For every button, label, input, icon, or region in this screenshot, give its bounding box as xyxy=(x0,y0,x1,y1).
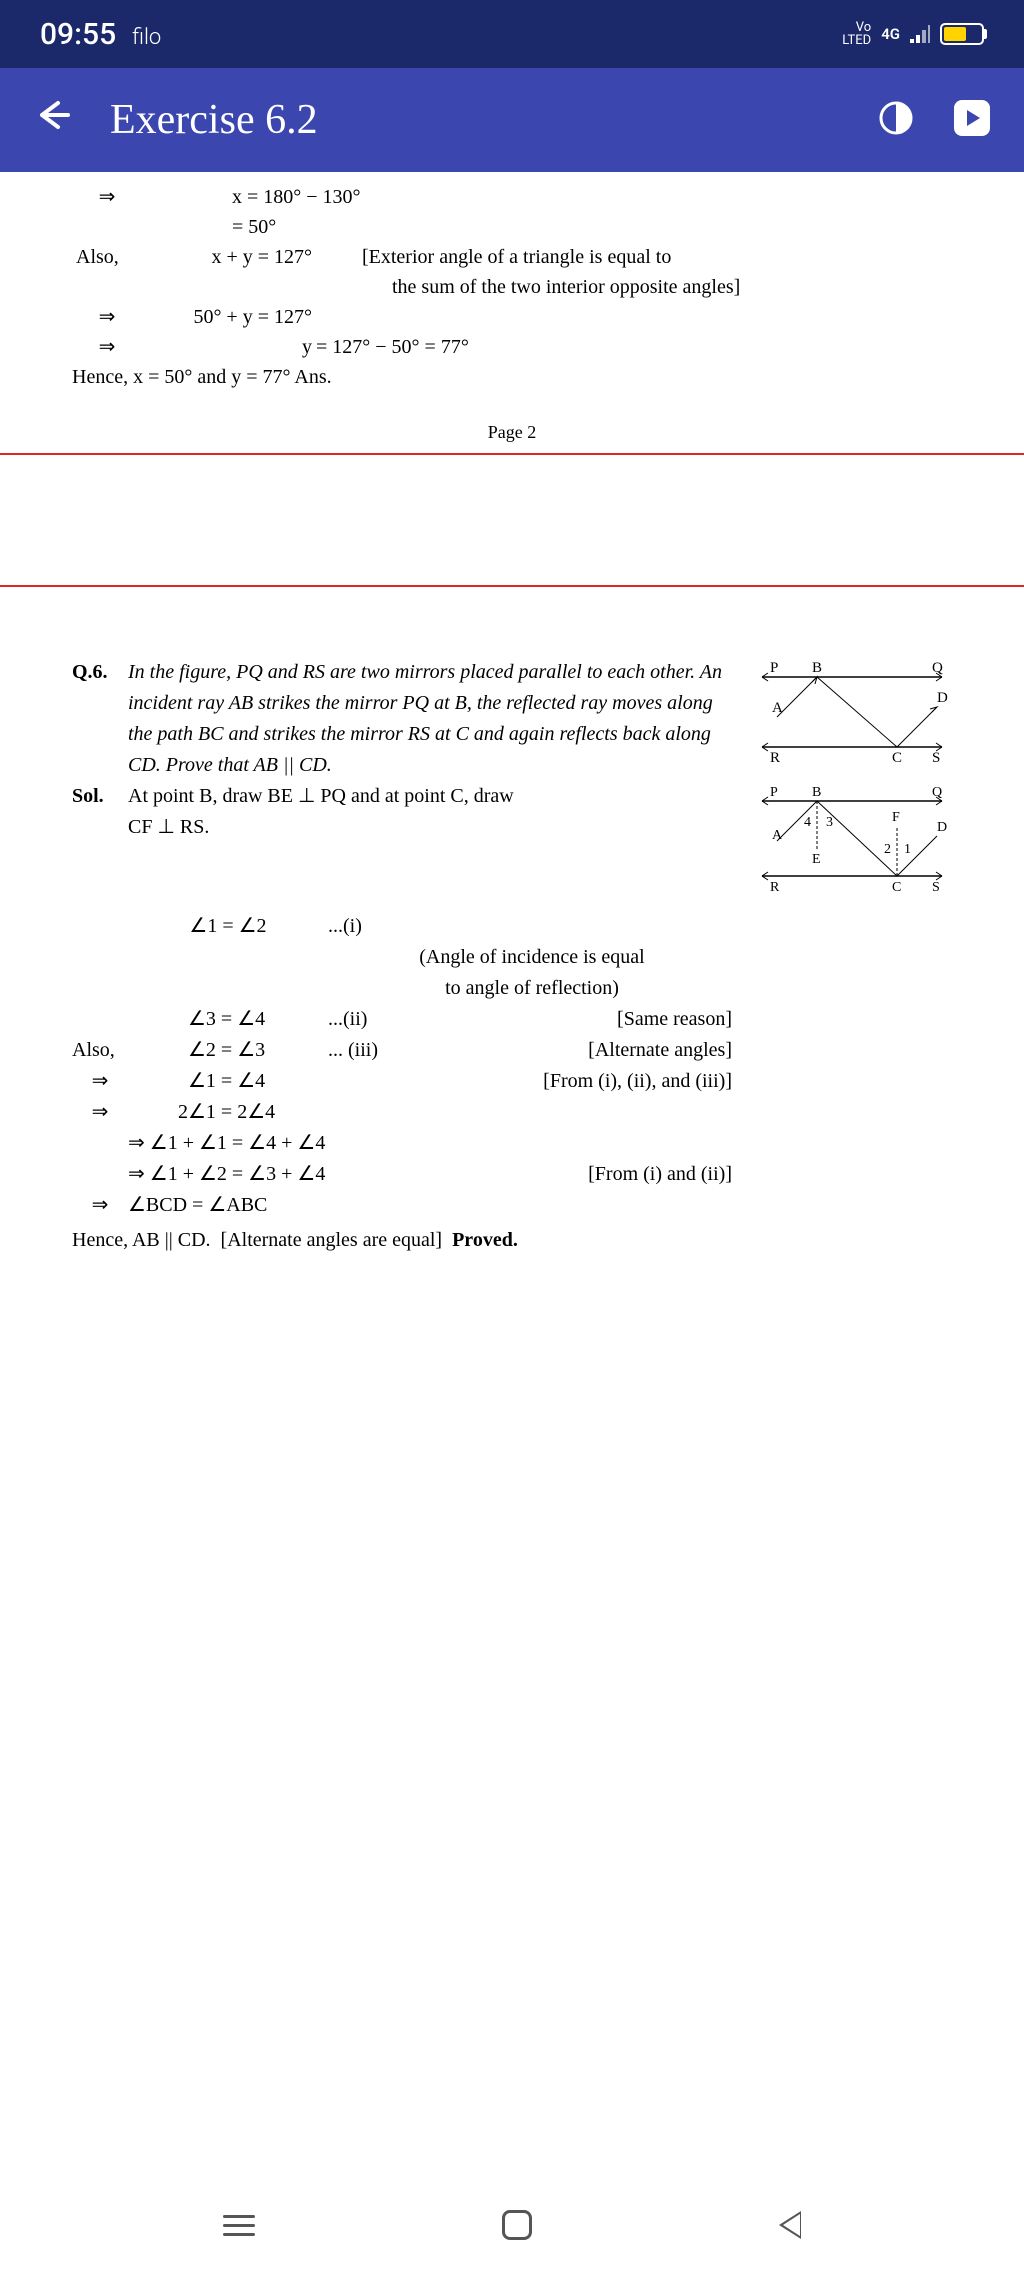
svg-text:A: A xyxy=(772,700,783,716)
figure-2: P B Q R C S A D E F 43 21 xyxy=(732,781,952,911)
svg-text:R: R xyxy=(770,750,780,766)
content-area: ⇒ x = 180° − 130° = 50° Also, x + y = 12… xyxy=(0,172,1024,1256)
signal-label: 4G xyxy=(881,25,900,43)
eq-angle-7: ⇒ ∠1 + ∠2 = ∠3 + ∠4 xyxy=(128,1159,448,1190)
svg-text:D: D xyxy=(937,820,947,835)
status-icons: Vo LTED 4G xyxy=(842,21,984,47)
incidence-note-1: (Angle of incidence is equal xyxy=(72,942,952,973)
app-header: Exercise 6.2 xyxy=(0,68,1024,172)
eq-reason-7: [From (i) and (ii)] xyxy=(448,1159,952,1190)
svg-text:3: 3 xyxy=(826,815,833,830)
svg-text:C: C xyxy=(892,750,902,766)
solution-block-top: ⇒ x = 180° − 130° = 50° Also, x + y = 12… xyxy=(0,182,1024,392)
eq-angle-3: ∠2 = ∠3 xyxy=(128,1035,328,1066)
eq-line-3: 50° + y = 127° xyxy=(142,302,312,332)
svg-text:S: S xyxy=(932,750,940,766)
svg-text:D: D xyxy=(937,690,948,706)
eq-ref-3: ... (iii) xyxy=(328,1035,448,1066)
signal-icon xyxy=(910,25,930,43)
battery-icon xyxy=(940,23,984,45)
eq-ref-1: ...(i) xyxy=(328,911,448,942)
eq-angle-6: ⇒ ∠1 + ∠1 = ∠4 + ∠4 xyxy=(128,1128,325,1159)
svg-text:F: F xyxy=(892,810,900,825)
eq-line-4: = 127° − 50° = 77° xyxy=(312,332,469,362)
also-label-2: Also, xyxy=(72,1035,128,1066)
nav-home-button[interactable] xyxy=(502,2210,532,2240)
status-time: 09:55 xyxy=(40,17,116,52)
eq-ref-2: ...(ii) xyxy=(328,1004,448,1035)
sol-line-1: At point B, draw BE ⊥ PQ and at point C,… xyxy=(128,785,514,807)
page-marker: Page 2 xyxy=(0,392,1024,453)
eq-angle-1: ∠1 = ∠2 xyxy=(128,911,328,942)
eq-note-2: the sum of the two interior opposite ang… xyxy=(392,272,740,302)
back-button[interactable] xyxy=(30,94,70,146)
eq-line-2: x + y = 127° xyxy=(142,242,312,272)
svg-text:A: A xyxy=(772,828,783,843)
svg-text:E: E xyxy=(812,852,821,867)
incidence-note-2: to angle of reflection) xyxy=(72,973,952,1004)
theme-toggle-icon[interactable] xyxy=(878,100,914,140)
q6-question-text: In the figure, PQ and RS are two mirrors… xyxy=(128,657,732,781)
eq-reason-4: [From (i), (ii), and (iii)] xyxy=(448,1066,952,1097)
svg-text:R: R xyxy=(770,880,780,895)
figure-1: P B Q R C S A D xyxy=(732,657,952,781)
q6-final: Hence, AB || CD. [Alternate angles are e… xyxy=(72,1225,518,1256)
eq-angle-5: 2∠1 = 2∠4 xyxy=(128,1097,328,1128)
svg-text:4: 4 xyxy=(804,815,811,830)
nav-back-button[interactable] xyxy=(779,2211,801,2239)
also-label: Also, xyxy=(72,242,142,272)
page-title: Exercise 6.2 xyxy=(110,96,838,144)
eq-line-1: x = 180° − 130° = 50° xyxy=(142,182,372,242)
eq-angle-8: ∠BCD = ∠ABC xyxy=(128,1190,267,1221)
svg-text:2: 2 xyxy=(884,842,891,857)
svg-text:P: P xyxy=(770,660,778,676)
eq-reason-3: [Alternate angles] xyxy=(448,1035,952,1066)
question-6-block: Q.6. In the figure, PQ and RS are two mi… xyxy=(0,657,1024,1256)
status-app-label: filo xyxy=(132,25,161,50)
eq-angle-2: ∠3 = ∠4 xyxy=(128,1004,328,1035)
nav-recent-button[interactable] xyxy=(223,2215,255,2236)
svg-text:Q: Q xyxy=(932,785,942,800)
svg-text:C: C xyxy=(892,880,901,895)
net-label-bottom: LTED xyxy=(842,34,871,47)
sol-line-2: CF ⊥ RS. xyxy=(128,816,209,838)
eq-reason-2: [Same reason] xyxy=(448,1004,952,1035)
svg-text:B: B xyxy=(812,785,821,800)
svg-text:Q: Q xyxy=(932,660,943,676)
sol-label: Sol. xyxy=(72,781,128,911)
q6-label: Q.6. xyxy=(72,657,128,781)
system-nav-bar xyxy=(0,2175,1024,2275)
eq-note-1: [Exterior angle of a triangle is equal t… xyxy=(312,242,671,272)
eq-angle-4: ∠1 = ∠4 xyxy=(128,1066,328,1097)
status-bar: 09:55 filo Vo LTED 4G xyxy=(0,0,1024,68)
video-icon[interactable] xyxy=(950,96,994,144)
svg-text:B: B xyxy=(812,660,822,676)
svg-text:1: 1 xyxy=(904,842,911,857)
eq-line-5: Hence, x = 50° and y = 77° Ans. xyxy=(72,362,332,392)
svg-text:S: S xyxy=(932,880,940,895)
svg-text:P: P xyxy=(770,785,778,800)
